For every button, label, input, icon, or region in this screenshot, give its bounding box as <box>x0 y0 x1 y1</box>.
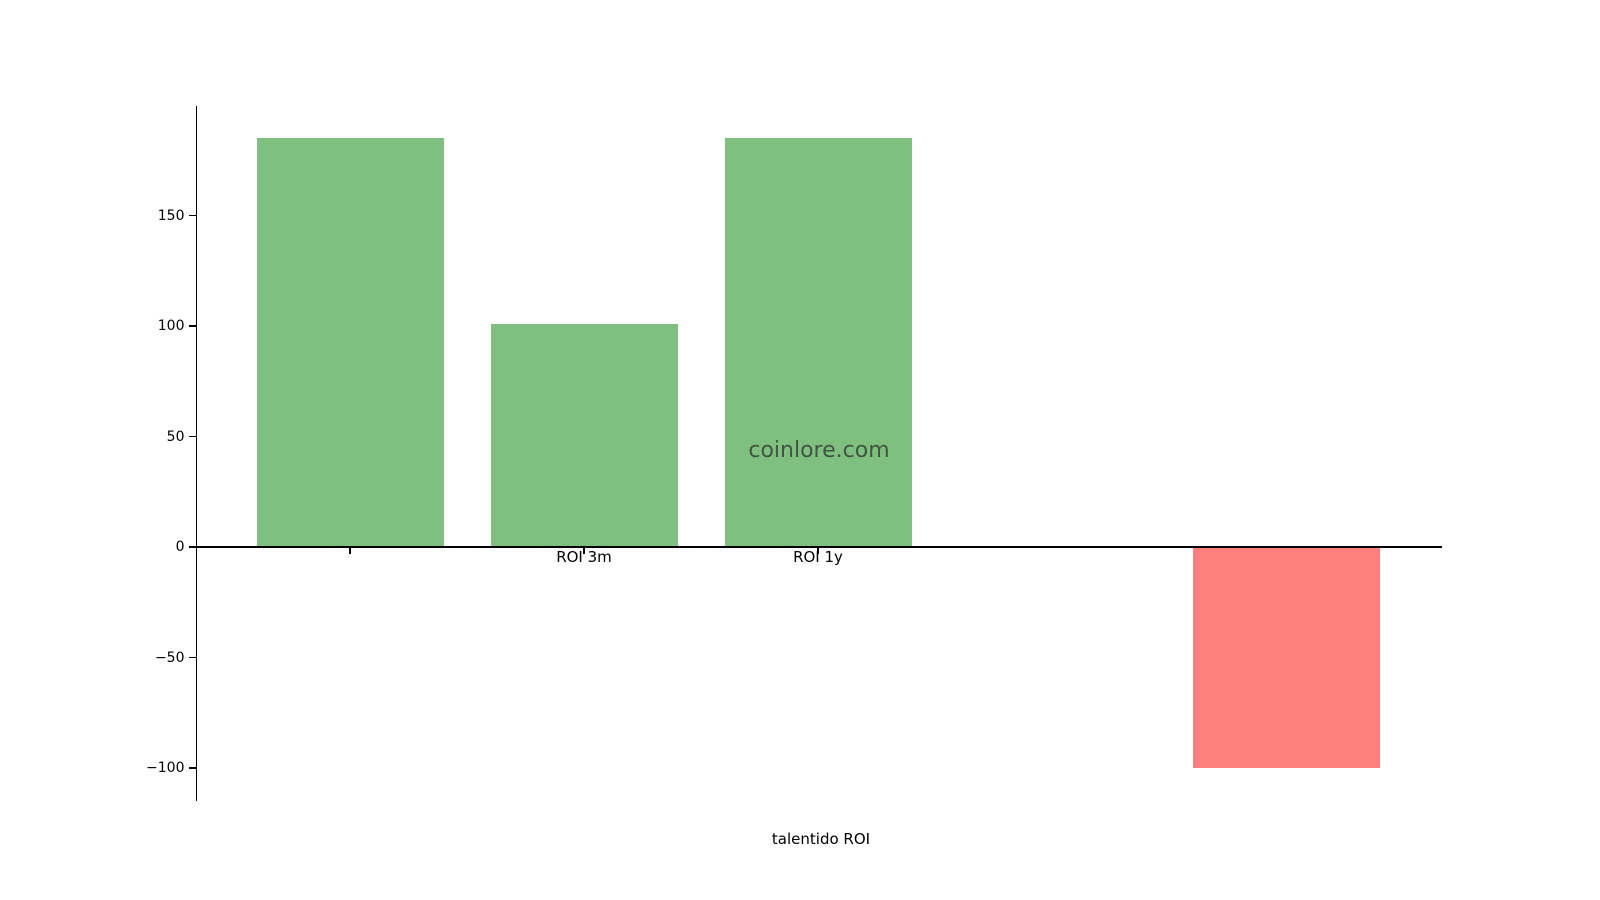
y-tick-label: 150 <box>157 207 185 224</box>
watermark-text: coinlore.com <box>748 438 890 463</box>
x-tick-mark <box>817 547 819 554</box>
y-tick-label: 50 <box>166 428 185 445</box>
y-tick-mark <box>188 767 196 769</box>
y-tick-mark <box>188 214 196 217</box>
x-axis-zero-line <box>195 546 1442 548</box>
y-tick-label: −50 <box>154 649 185 666</box>
y-tick-mark <box>188 546 196 548</box>
y-axis-line <box>195 106 197 801</box>
y-tick-mark <box>188 325 196 327</box>
y-tick-mark <box>188 656 196 659</box>
x-tick-label: ROI 3m <box>556 547 612 566</box>
y-tick-mark <box>188 435 196 438</box>
bar-roi-1y <box>724 138 912 547</box>
x-axis-title: talentido ROI <box>771 830 871 848</box>
bar-pos-4 <box>1192 547 1380 768</box>
y-tick-label: −100 <box>146 760 185 776</box>
y-tick-label: 0 <box>175 539 185 555</box>
bar-pos-0 <box>256 138 444 547</box>
x-tick-mark <box>583 547 585 554</box>
x-tick-label: ROI 1y <box>793 547 843 566</box>
y-tick-label: 100 <box>157 318 185 334</box>
x-tick-mark <box>349 547 351 554</box>
bar-roi-3m <box>490 323 678 547</box>
